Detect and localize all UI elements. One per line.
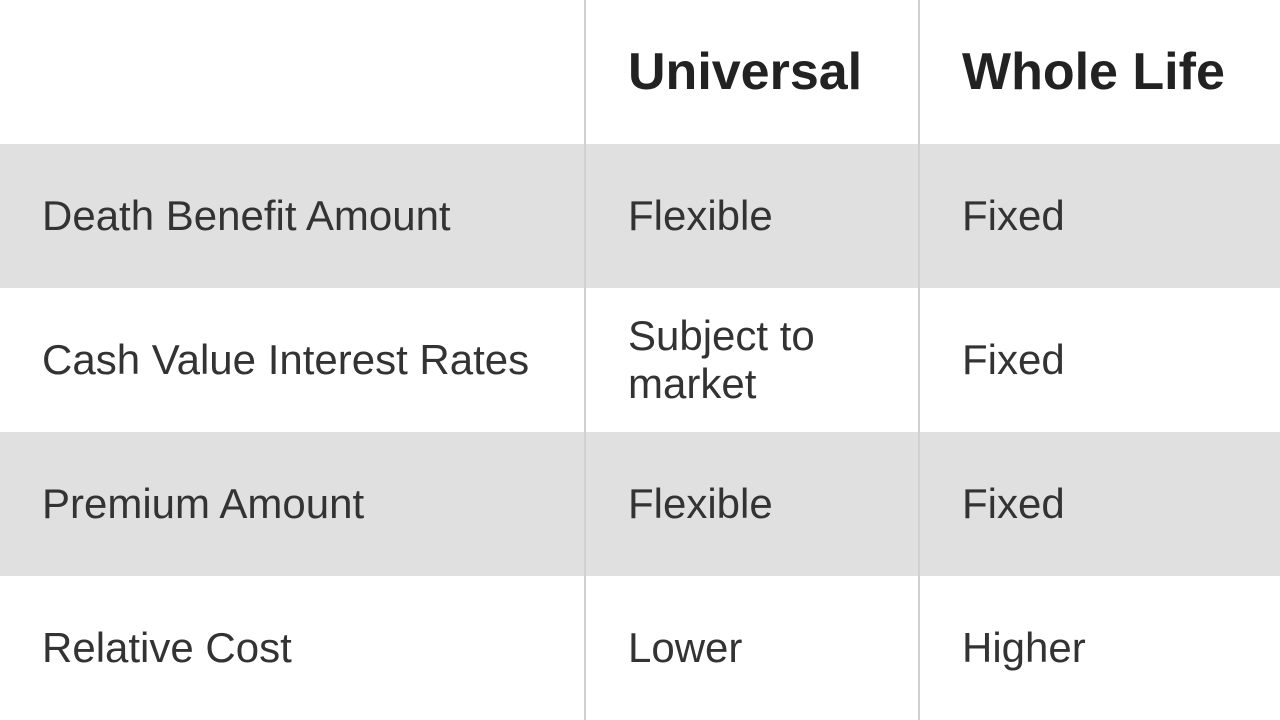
header-cell-whole-life: Whole Life [920, 0, 1280, 144]
row-label-cell: Relative Cost [0, 576, 584, 720]
row-value: Lower [628, 624, 742, 672]
row-value-cell: Lower [584, 576, 920, 720]
table-row: Premium Amount Flexible Fixed [0, 432, 1280, 576]
table-row: Relative Cost Lower Higher [0, 576, 1280, 720]
header-label: Universal [628, 42, 862, 102]
row-value-cell: Fixed [920, 432, 1280, 576]
table-header-row: Universal Whole Life [0, 0, 1280, 144]
row-label-cell: Cash Value Interest Rates [0, 288, 584, 432]
table-row: Cash Value Interest Rates Subject to mar… [0, 288, 1280, 432]
row-label: Relative Cost [42, 624, 292, 672]
row-value: Fixed [962, 192, 1065, 240]
row-value-cell: Higher [920, 576, 1280, 720]
row-label: Premium Amount [42, 480, 364, 528]
row-label-cell: Death Benefit Amount [0, 144, 584, 288]
row-value-cell: Subject to market [584, 288, 920, 432]
row-value: Flexible [628, 192, 773, 240]
row-value-cell: Fixed [920, 288, 1280, 432]
header-cell-empty [0, 0, 584, 144]
comparison-table: Universal Whole Life Death Benefit Amoun… [0, 0, 1280, 720]
row-label: Cash Value Interest Rates [42, 336, 529, 384]
row-value: Higher [962, 624, 1086, 672]
row-value-cell: Flexible [584, 144, 920, 288]
row-value: Fixed [962, 480, 1065, 528]
row-label: Death Benefit Amount [42, 192, 451, 240]
header-label: Whole Life [962, 42, 1225, 102]
table-row: Death Benefit Amount Flexible Fixed [0, 144, 1280, 288]
row-label-cell: Premium Amount [0, 432, 584, 576]
header-cell-universal: Universal [584, 0, 920, 144]
row-value-cell: Fixed [920, 144, 1280, 288]
row-value-cell: Flexible [584, 432, 920, 576]
row-value: Fixed [962, 336, 1065, 384]
row-value: Flexible [628, 480, 773, 528]
row-value: Subject to market [628, 312, 898, 408]
